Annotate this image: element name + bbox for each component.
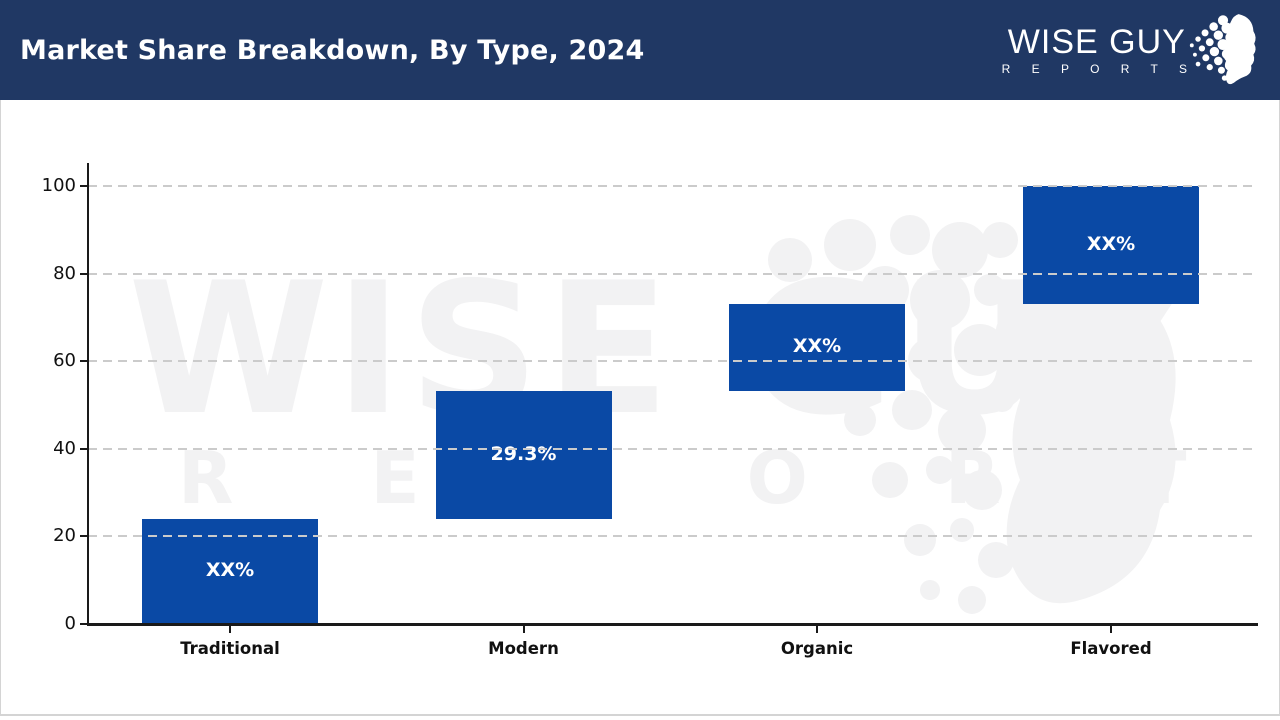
bar-value-label: XX%: [1086, 233, 1136, 256]
logo-subtitle: R E P O R T S: [1001, 61, 1196, 76]
category-label-flavored: Flavored: [1070, 639, 1152, 658]
y-tick-label: 20: [53, 525, 76, 547]
gridline-60: [88, 360, 1258, 363]
x-tick-organic: [816, 625, 818, 633]
logo-text: WISE GUY R E P O R T S: [998, 25, 1196, 76]
category-label-traditional: Traditional: [180, 639, 280, 658]
x-tick-flavored: [1110, 625, 1112, 633]
y-tick-label: 0: [64, 613, 76, 634]
logo-wordmark: WISE GUY: [1007, 22, 1186, 61]
bar-organic: [729, 304, 905, 391]
x-axis-line: [87, 623, 1258, 626]
y-tick-label: 100: [41, 175, 76, 196]
y-tick-40: [80, 447, 87, 450]
y-tick-label: 80: [53, 262, 76, 284]
header-bar: Market Share Breakdown, By Type, 2024 WI…: [0, 0, 1280, 100]
bar-value-label: XX%: [205, 559, 255, 582]
gridline-80: [88, 272, 1258, 275]
y-tick-100: [80, 185, 87, 187]
y-tick-0: [80, 623, 87, 625]
wise-guy-reports-logo: WISE GUY R E P O R T S: [998, 0, 1262, 100]
y-tick-label: 40: [53, 437, 76, 459]
category-label-modern: Modern: [488, 639, 559, 658]
bar-flavored: [1023, 186, 1199, 305]
y-tick-80: [80, 272, 87, 275]
logo-face-icon: [1189, 14, 1256, 85]
y-tick-60: [80, 360, 87, 363]
x-tick-traditional: [229, 625, 231, 633]
bar-modern: [435, 390, 612, 519]
chart-title: Market Share Breakdown, By Type, 2024: [20, 34, 645, 66]
bar-value-label: XX%: [792, 335, 842, 358]
category-label-organic: Organic: [780, 639, 854, 658]
y-axis-line: [87, 163, 89, 626]
watermark-wordmark: WISE GUY: [128, 243, 1193, 455]
x-tick-modern: [522, 625, 525, 633]
y-tick-label: 60: [53, 350, 76, 372]
gridline-40: [88, 447, 1258, 450]
gridline-100: [88, 185, 1258, 187]
y-tick-20: [80, 535, 87, 538]
gridline-20: [88, 535, 1258, 538]
